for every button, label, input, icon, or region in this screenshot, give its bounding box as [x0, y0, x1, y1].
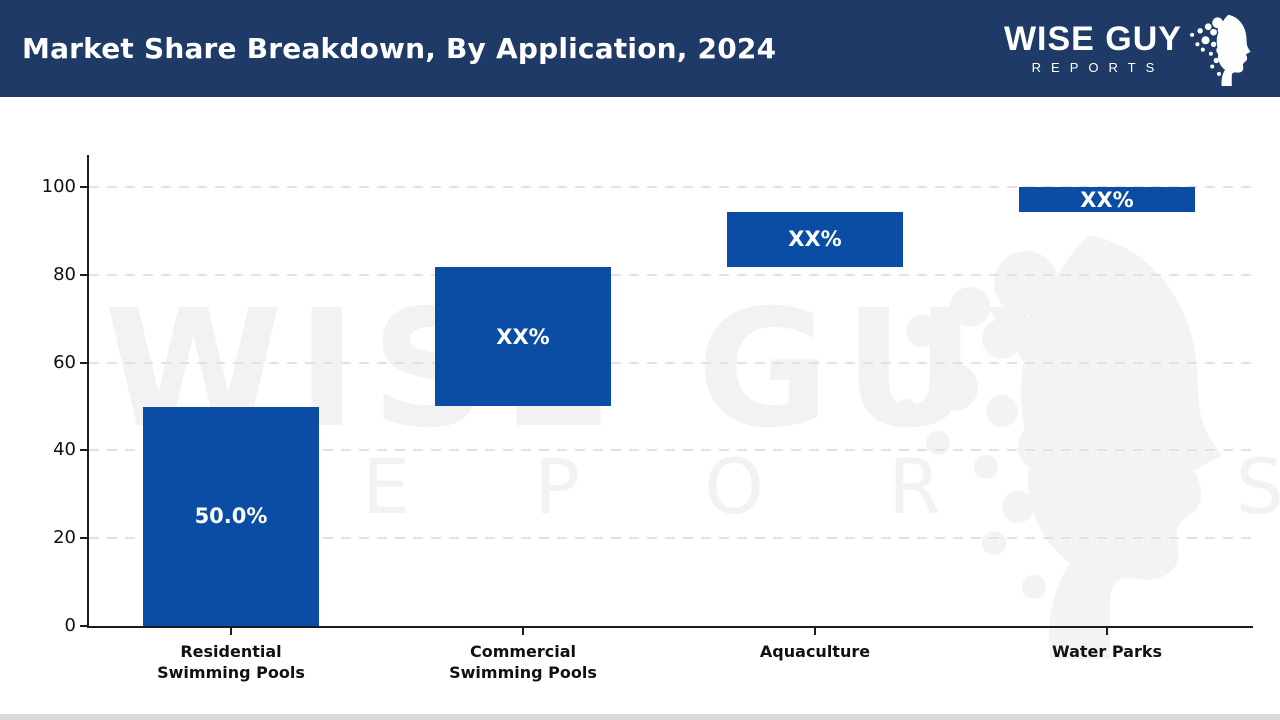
chart-area: WISE GUY R E P O R T S 0 20 40 60 80 100 50.0%…: [0, 97, 1280, 714]
y-tick-mark-20: [80, 537, 87, 540]
bar-aquaculture: [727, 212, 903, 267]
bar-commercial-swimming-pools: [435, 266, 611, 407]
y-tick-mark-40: [80, 449, 87, 452]
y-tick-label-0: 0: [64, 615, 76, 636]
logo-wordmark: WISE GUY REPORTS: [1004, 22, 1182, 75]
bar-value-label-residential-swimming-pools: 50.0%: [194, 504, 268, 529]
logo-brand-text: WISE GUY: [1003, 20, 1182, 58]
grid-line-40: [89, 449, 1253, 452]
x-tick-mark-water-parks: [1106, 628, 1108, 635]
header: Market Share Breakdown, By Application, …: [0, 0, 1280, 97]
grid-line-60: [89, 361, 1253, 364]
x-tick-mark-commercial-swimming-pools: [522, 628, 524, 635]
bar-value-label-commercial-swimming-pools: XX%: [496, 324, 550, 349]
y-tick-label-40: 40: [53, 439, 76, 461]
y-tick-label-80: 80: [53, 263, 76, 285]
x-tick-label-water-parks: Water Parks: [1052, 642, 1162, 661]
y-tick-mark-0: [80, 625, 87, 627]
bar-value-label-water-parks: XX%: [1080, 187, 1134, 212]
watermark-face-icon: [862, 235, 1222, 659]
logo: WISE GUY REPORTS: [1004, 8, 1258, 90]
y-axis-spine: [87, 155, 89, 628]
x-tick-label-aquaculture: Aquaculture: [759, 642, 871, 661]
footer-strip: [0, 714, 1280, 720]
logo-subtitle-text: REPORTS: [1031, 60, 1165, 75]
logo-face-icon: [1190, 14, 1251, 86]
y-tick-mark-80: [80, 273, 87, 276]
y-tick-mark-100: [80, 186, 87, 188]
x-axis-spine: [87, 626, 1253, 628]
page-title: Market Share Breakdown, By Application, …: [22, 32, 777, 65]
y-tick-label-100: 100: [41, 176, 76, 197]
grid-line-100: [89, 186, 1253, 188]
grid-line-20: [89, 537, 1253, 540]
bar-residential-swimming-pools: [143, 406, 319, 626]
grid-line-80: [89, 273, 1253, 276]
bar-water-parks: [1019, 187, 1195, 213]
y-tick-mark-60: [80, 361, 87, 364]
x-tick-mark-aquaculture: [814, 628, 816, 635]
x-tick-label-residential-swimming-pools: Residential Swimming Pools: [157, 642, 305, 682]
bar-value-label-aquaculture: XX%: [788, 227, 842, 252]
x-tick-label-commercial-swimming-pools: Commercial Swimming Pools: [449, 642, 597, 682]
y-tick-label-60: 60: [53, 351, 76, 373]
y-tick-label-20: 20: [53, 527, 76, 549]
x-tick-mark-residential-swimming-pools: [230, 628, 232, 635]
